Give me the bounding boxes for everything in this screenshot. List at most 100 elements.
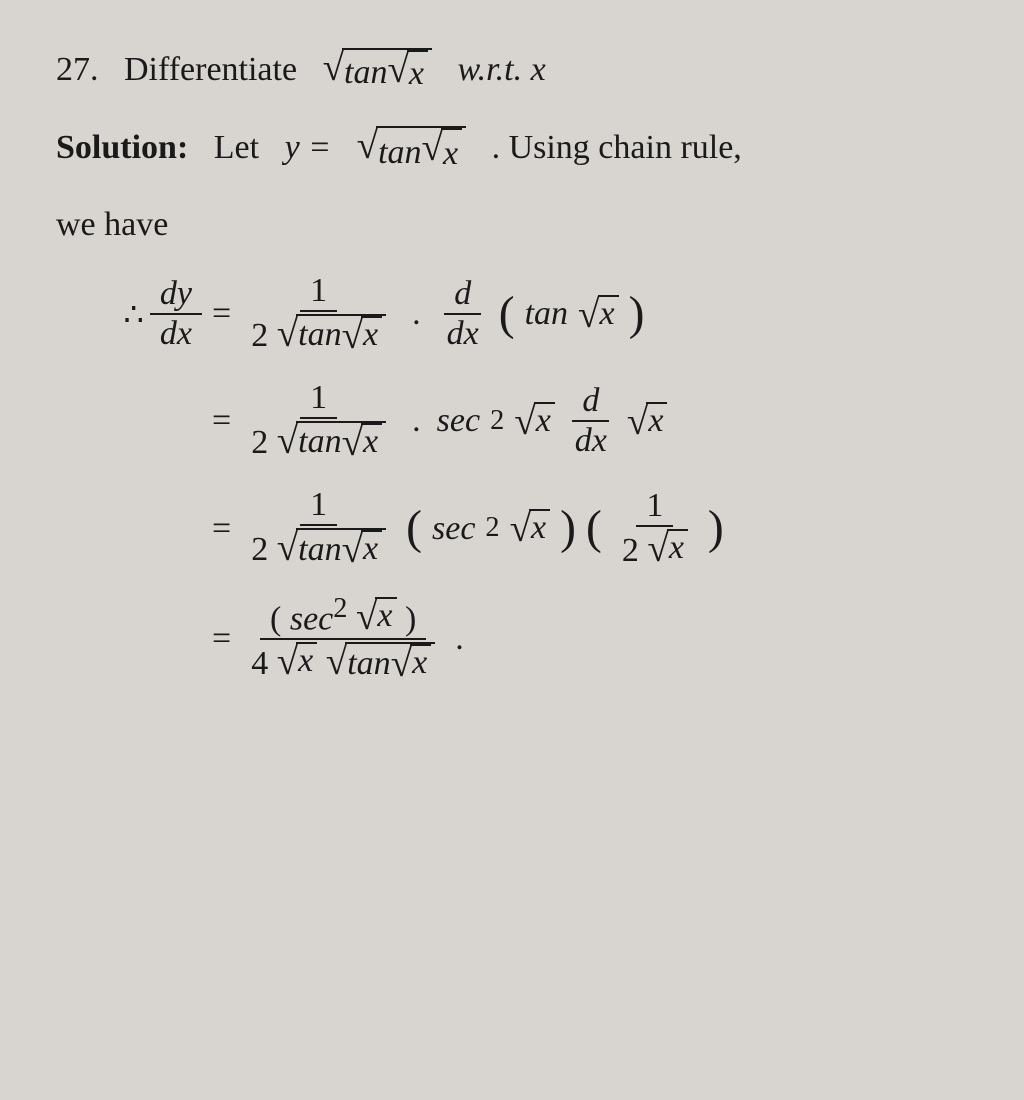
- x-var: x: [600, 297, 615, 331]
- dx-d: dx: [437, 315, 489, 353]
- num-one: 1: [636, 487, 673, 527]
- x-var: x: [648, 404, 663, 438]
- final-den: 4 √ x √ tan √ x: [241, 640, 445, 685]
- radical-symbol: √: [356, 597, 377, 636]
- outer-sqrt-body-2: tan √ x: [376, 126, 466, 178]
- sqrt-x: √ x: [578, 295, 619, 334]
- lparen: (: [270, 600, 281, 637]
- problem-title: 27. Differentiate √ tan √ x w.r.t. x: [56, 48, 968, 96]
- inner-sqrt-body-2: x: [441, 128, 462, 178]
- eq-row-1: ∴ dy dx = 1 2 √ tan √ x: [96, 272, 968, 357]
- two: 2: [251, 424, 268, 461]
- sup-2: 2: [333, 593, 347, 624]
- outer-sqrt-body: tan √ x: [342, 48, 432, 96]
- radical-symbol: √: [578, 295, 599, 334]
- x-var: x: [363, 532, 378, 566]
- math-block: ∴ dy dx = 1 2 √ tan √ x: [56, 272, 968, 686]
- x-var: x: [531, 511, 546, 545]
- we-have: we have: [56, 206, 968, 244]
- sqrt-x: √ x: [627, 402, 668, 441]
- sqrt-body: tan √ x: [296, 528, 386, 569]
- x-var: x: [363, 425, 378, 459]
- tan-word: tan: [347, 647, 390, 681]
- inner-body: x: [361, 530, 382, 566]
- lparen: (: [499, 291, 515, 339]
- num-one: 1: [300, 486, 337, 526]
- rparen: ): [629, 291, 645, 339]
- sqrt-x: √ x: [277, 642, 318, 681]
- x-var: x: [669, 531, 684, 565]
- frac-3: 1 2 √ tan √ x: [241, 486, 396, 571]
- inner-sqrt: √ x: [342, 423, 383, 462]
- problem-number: 27.: [56, 51, 99, 88]
- sec-word: sec: [432, 512, 475, 546]
- sqrt-x-body: x: [375, 597, 396, 633]
- eq-row-3: = 1 2 √ tan √ x: [96, 486, 968, 571]
- sqrt-tan-sqrtx: √ tan √ x: [326, 642, 435, 683]
- radical-symbol: √: [342, 316, 363, 355]
- inner-body: x: [410, 644, 431, 680]
- x-var: x: [409, 52, 424, 96]
- equals: =: [212, 404, 231, 438]
- radical-symbol: √: [422, 128, 443, 167]
- sec-word: sec: [437, 404, 480, 438]
- final-frac: ( sec2 √ x ) 4 √ x: [241, 593, 445, 686]
- dx-den: dx: [150, 315, 202, 353]
- dydx-frac: dy dx: [150, 275, 202, 353]
- equals: =: [212, 622, 231, 656]
- rparen: ): [405, 600, 416, 637]
- cdot: .: [406, 297, 427, 331]
- differentiate-word: Differentiate: [124, 51, 297, 88]
- inner-sqrt: √ x: [387, 50, 428, 96]
- rparen: ): [708, 505, 724, 553]
- inner-body: x: [361, 316, 382, 352]
- inner-sqrt-2: √ x: [422, 128, 463, 178]
- sqrt-x-body: x: [667, 529, 688, 565]
- eq-row-2: = 1 2 √ tan √ x: [96, 379, 968, 464]
- sqrt-x: √ x: [514, 402, 555, 441]
- wrt-suffix: w.r.t. x: [458, 51, 546, 88]
- eq-row-4: = ( sec2 √ x ) 4 √ x: [96, 593, 968, 686]
- x-var: x: [536, 404, 551, 438]
- tan-word: tan: [298, 533, 341, 567]
- period: .: [455, 622, 464, 656]
- final-num: ( sec2 √ x ): [260, 593, 426, 640]
- tan-word: tan: [298, 425, 341, 459]
- radical-symbol: √: [326, 642, 347, 681]
- sup-2: 2: [490, 407, 504, 435]
- inner-sqrt: √ x: [342, 530, 383, 569]
- equals: =: [212, 297, 231, 331]
- y-eq: y =: [285, 129, 332, 166]
- sup-2: 2: [485, 514, 499, 542]
- sqrt-body: tan √ x: [345, 642, 435, 683]
- using-chain-rule: . Using chain rule,: [492, 129, 742, 166]
- inner-sqrt: √ x: [391, 644, 432, 683]
- radical-symbol: √: [627, 402, 648, 441]
- sqrt-x-body: x: [646, 402, 667, 438]
- inner-sqrt-body: x: [407, 50, 428, 96]
- radical-symbol: √: [510, 509, 531, 548]
- radical-symbol: √: [514, 402, 535, 441]
- sqrt-tan-sqrtx: √ tan √ x: [277, 528, 386, 569]
- two: 2: [622, 532, 639, 569]
- radical-symbol: √: [391, 644, 412, 683]
- radical-symbol: √: [323, 48, 344, 87]
- d-num: d: [444, 275, 481, 315]
- equals: =: [212, 512, 231, 546]
- tan-word: tan: [344, 51, 387, 95]
- outer-sqrt-2: √ tan √ x: [357, 126, 466, 178]
- inner-body: x: [361, 423, 382, 459]
- lparen: (: [406, 505, 422, 553]
- frac-2: 1 2 √ tan √ x: [241, 379, 396, 464]
- four: 4: [251, 645, 268, 682]
- radical-symbol: √: [277, 421, 298, 460]
- num-one: 1: [300, 272, 337, 312]
- den-2sqrt-tan: 2 √ tan √ x: [241, 526, 396, 571]
- sqrt-x-body: x: [296, 642, 317, 678]
- eq-lead-1: ∴ dy dx: [96, 275, 202, 353]
- let-word: Let: [214, 129, 259, 166]
- radical-symbol: √: [342, 530, 363, 569]
- sqrt-x-body: x: [534, 402, 555, 438]
- sqrt-tan-sqrtx: √ tan √ x: [277, 421, 386, 462]
- cdot: .: [406, 404, 427, 438]
